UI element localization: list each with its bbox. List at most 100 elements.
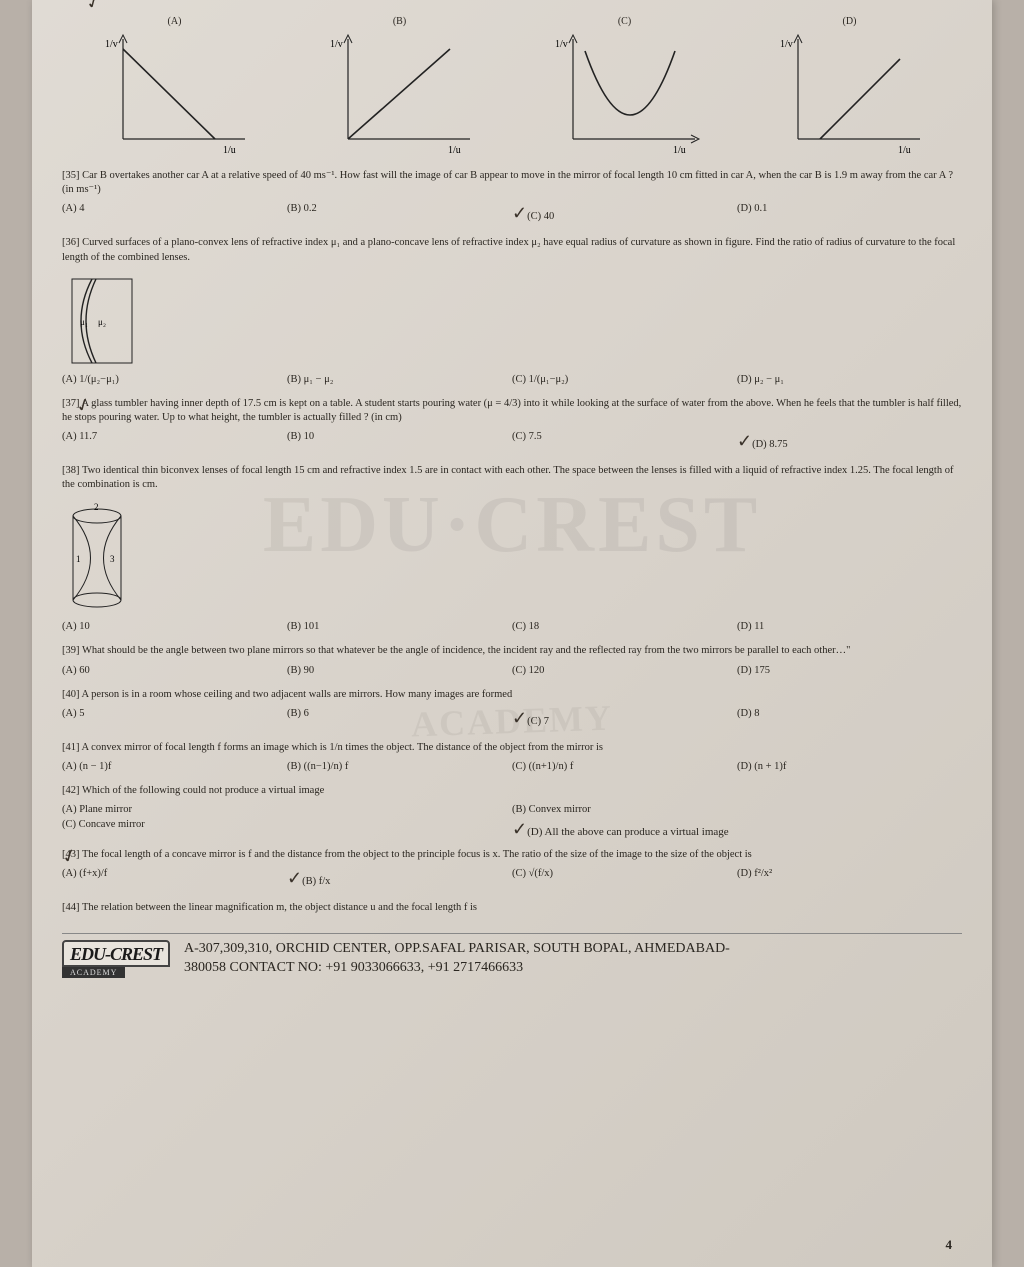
opt-a: (A) 60 — [62, 665, 287, 676]
opt-d: (D) 11 — [737, 621, 962, 632]
q-text: Car B overtakes another car A at a relat… — [62, 170, 953, 195]
svg-text:1/u: 1/u — [223, 145, 236, 156]
exam-page: EDU·CREST ACADEMY ✓ (A) 1/v 1/u (B) 1/v — [32, 0, 992, 1267]
opt-a: (A) (n − 1)f — [62, 761, 287, 772]
opt-b: (B) Convex mirror — [512, 804, 962, 815]
page-number: 4 — [946, 1237, 953, 1253]
opt-c: (C) √(f/x) — [512, 868, 737, 889]
opt-d: (D) f²/x² — [737, 868, 962, 889]
svg-text:1/v: 1/v — [330, 39, 343, 50]
opt-d: ✓(D) All the above can produce a virtual… — [512, 819, 962, 840]
q-text: Two identical thin biconvex lenses of fo… — [62, 465, 953, 490]
graph-tag: (D) — [843, 16, 857, 27]
biconvex-diagram: 2 1 3 — [62, 498, 962, 621]
q-text: Which of the following could not produce… — [82, 785, 324, 796]
opt-d: ✓(D) 8.75 — [737, 431, 962, 452]
graph-option-a: ✓ (A) 1/v 1/u — [95, 16, 255, 159]
question-39: [39] What should be the angle between tw… — [62, 644, 962, 679]
svg-text:1/v: 1/v — [780, 39, 793, 50]
opt-d: (D) 8 — [737, 708, 962, 729]
opt-b: (B) 0.2 — [287, 203, 512, 224]
svg-text:1/u: 1/u — [448, 145, 461, 156]
opt-b: (B) 90 — [287, 665, 512, 676]
question-40: [40] A person is in a room whose ceiling… — [62, 688, 962, 733]
q-num: [38] — [62, 465, 80, 476]
svg-text:1/u: 1/u — [898, 145, 911, 156]
check-icon: ✓ — [83, 0, 104, 15]
logo-text: EDU-CREST — [62, 940, 170, 967]
lens-diagram: μ₁ μ₂ — [62, 271, 962, 374]
opt-d: (D) μ₂ − μ₁ — [737, 374, 962, 385]
check-icon: ✓ — [512, 203, 527, 223]
opt-c: (C) 18 — [512, 621, 737, 632]
q-num: [35] — [62, 170, 80, 181]
q-num: [41] — [62, 742, 80, 753]
opt-c: (C) ((n+1)/n) f — [512, 761, 737, 772]
opt-b: (B) 6 — [287, 708, 512, 729]
q-num: [39] — [62, 645, 80, 656]
opt-c: (C) Concave mirror — [62, 819, 512, 836]
q-text: Curved surfaces of a plano-convex lens o… — [62, 237, 955, 262]
address: A-307,309,310, ORCHID CENTER, OPP.SAFAL … — [184, 940, 730, 976]
logo-sub: ACADEMY — [62, 967, 125, 978]
question-35: [35] Car B overtakes another car A at a … — [62, 169, 962, 228]
opt-c: (C) 120 — [512, 665, 737, 676]
opt-c: ✓(C) 40 — [512, 203, 737, 224]
svg-text:1: 1 — [76, 554, 81, 564]
q-num: [42] — [62, 785, 80, 796]
svg-text:1/u: 1/u — [673, 145, 686, 156]
question-36: [36] Curved surfaces of a plano-convex l… — [62, 236, 962, 388]
opt-a: (A) 11.7 — [62, 431, 287, 452]
question-44: [44] The relation between the linear mag… — [62, 901, 962, 915]
svg-text:μ₁: μ₁ — [80, 317, 88, 327]
q-text: A person is in a room whose ceiling and … — [82, 689, 513, 700]
question-41: [41] A convex mirror of focal length f f… — [62, 741, 962, 776]
q-text: What should be the angle between two pla… — [82, 645, 850, 656]
question-38: [38] Two identical thin biconvex lenses … — [62, 464, 962, 636]
opt-c: (C) 7.5 — [512, 431, 737, 452]
question-42: [42] Which of the following could not pr… — [62, 784, 962, 840]
graph-tag: (B) — [393, 16, 406, 27]
brand-logo: EDU-CREST ACADEMY — [62, 940, 170, 978]
check-icon: ✓ — [287, 868, 302, 888]
opt-a: (A) Plane mirror — [62, 804, 512, 815]
opt-a: (A) (f+x)/f — [62, 868, 287, 889]
question-37: ✓ [37] A glass tumbler having inner dept… — [62, 397, 962, 456]
q-num: [44] — [62, 902, 80, 913]
graph-tag: (A) — [168, 16, 182, 27]
opt-b: (B) 101 — [287, 621, 512, 632]
addr-line2: 380058 CONTACT NO: +91 9033066633, +91 2… — [184, 959, 730, 977]
q34-graph-options: ✓ (A) 1/v 1/u (B) 1/v 1/u — [62, 16, 962, 159]
graph-option-c: (C) 1/v 1/u — [545, 16, 705, 159]
opt-a: (A) 4 — [62, 203, 287, 224]
graph-tag: (C) — [618, 16, 631, 27]
opt-d: (D) 175 — [737, 665, 962, 676]
ylabel: 1/v — [105, 39, 118, 50]
svg-text:2: 2 — [94, 502, 99, 512]
addr-line1: A-307,309,310, ORCHID CENTER, OPP.SAFAL … — [184, 940, 730, 958]
check-icon: ✓ — [737, 431, 752, 451]
graph-option-d: (D) 1/v 1/u — [770, 16, 930, 159]
question-43: ✓ [43] The focal length of a concave mir… — [62, 848, 962, 893]
opt-a: (A) 1/(μ₂−μ₁) — [62, 374, 287, 385]
opt-a: (A) 10 — [62, 621, 287, 632]
opt-a: (A) 5 — [62, 708, 287, 729]
graph-option-b: (B) 1/v 1/u — [320, 16, 480, 159]
q-text: A convex mirror of focal length f forms … — [82, 742, 603, 753]
opt-b: ✓(B) f/x — [287, 868, 512, 889]
q-num: [36] — [62, 237, 80, 248]
q-text: The relation between the linear magnific… — [82, 902, 477, 913]
opt-c: (C) 1/(μ₁−μ₂) — [512, 374, 737, 385]
opt-b: (B) μ₁ − μ₂ — [287, 374, 512, 385]
opt-d: (D) 0.1 — [737, 203, 962, 224]
opt-d: (D) (n + 1)f — [737, 761, 962, 772]
svg-text:1/v: 1/v — [555, 39, 568, 50]
q-text: A glass tumbler having inner depth of 17… — [62, 398, 961, 423]
svg-text:3: 3 — [110, 554, 115, 564]
svg-text:μ₂: μ₂ — [98, 317, 106, 327]
q-num: [40] — [62, 689, 80, 700]
footer: EDU-CREST ACADEMY A-307,309,310, ORCHID … — [62, 933, 962, 978]
check-icon: ✓ — [512, 708, 527, 728]
opt-b: (B) ((n−1)/n) f — [287, 761, 512, 772]
opt-c: ✓(C) 7 — [512, 708, 737, 729]
